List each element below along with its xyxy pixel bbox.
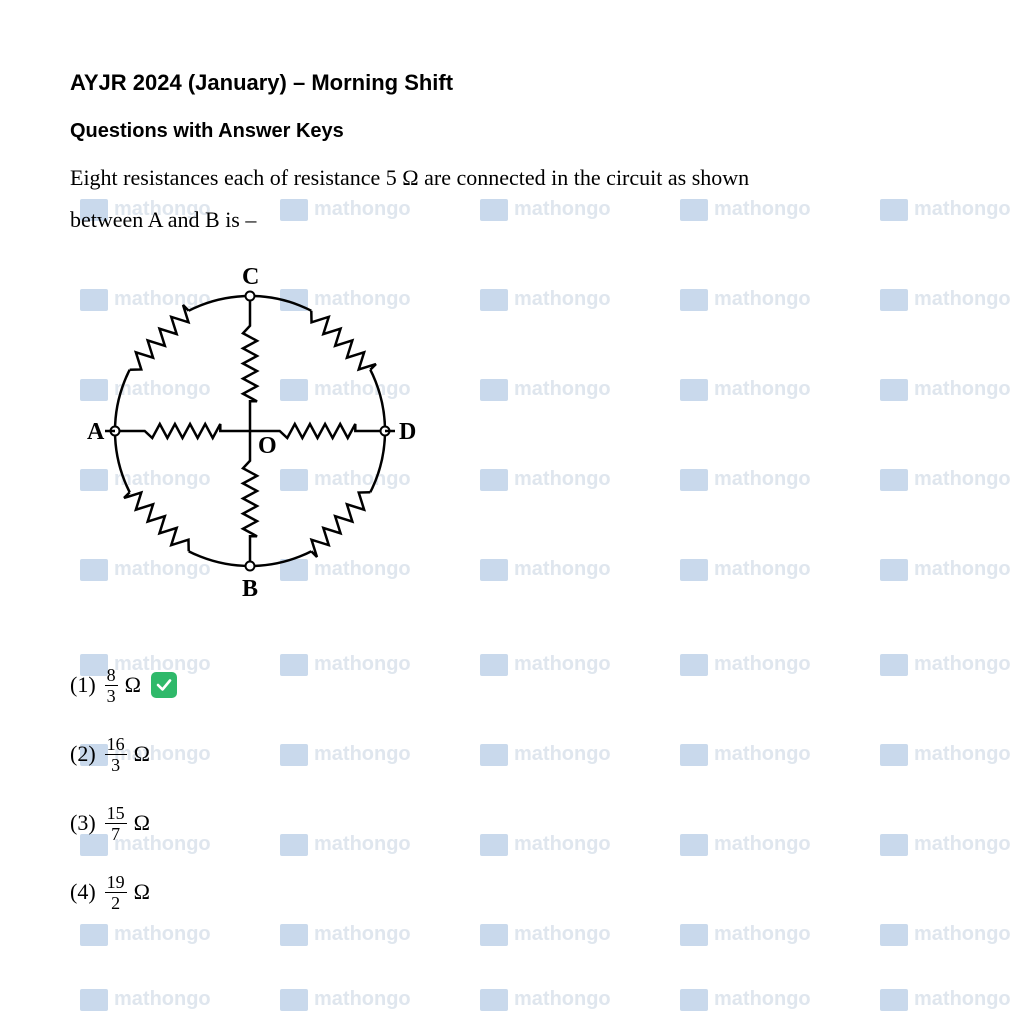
svg-text:B: B — [242, 576, 258, 602]
circuit-diagram: A D C B O — [70, 251, 984, 636]
option-unit: Ω — [134, 879, 150, 905]
option-fraction: 157 — [105, 804, 127, 843]
svg-text:C: C — [242, 264, 259, 290]
option-4[interactable]: (4) 192 Ω — [70, 873, 984, 912]
question-line2: between A and B is – — [70, 207, 256, 232]
option-1[interactable]: (1) 83 Ω — [70, 666, 984, 705]
option-unit: Ω — [125, 672, 141, 698]
page-title: AYJR 2024 (January) – Morning Shift — [70, 70, 984, 96]
svg-text:D: D — [399, 419, 416, 445]
title-bold: AYJR 2024 (January) – — [70, 70, 311, 95]
question-line1: Eight resistances each of resistance 5 Ω… — [70, 165, 749, 190]
option-number: (1) — [70, 672, 96, 698]
title-rest: Morning Shift — [311, 70, 453, 95]
option-fraction: 83 — [105, 666, 118, 705]
option-number: (3) — [70, 810, 96, 836]
svg-text:A: A — [87, 419, 105, 445]
correct-check-icon — [151, 672, 177, 698]
circuit-svg: A D C B O — [70, 251, 470, 631]
option-number: (4) — [70, 879, 96, 905]
option-fraction: 163 — [105, 735, 127, 774]
question-text: Eight resistances each of resistance 5 Ω… — [70, 157, 984, 241]
option-unit: Ω — [134, 741, 150, 767]
page-content: AYJR 2024 (January) – Morning Shift Ques… — [0, 0, 1024, 912]
option-3[interactable]: (3) 157 Ω — [70, 804, 984, 843]
option-2[interactable]: (2) 163 Ω — [70, 735, 984, 774]
option-fraction: 192 — [105, 873, 127, 912]
options-list: (1) 83 Ω (2) 163 Ω (3) 157 Ω (4) 192 Ω — [70, 666, 984, 912]
option-unit: Ω — [134, 810, 150, 836]
svg-text:O: O — [258, 433, 277, 459]
section-heading: Questions with Answer Keys — [70, 120, 984, 143]
option-number: (2) — [70, 741, 96, 767]
